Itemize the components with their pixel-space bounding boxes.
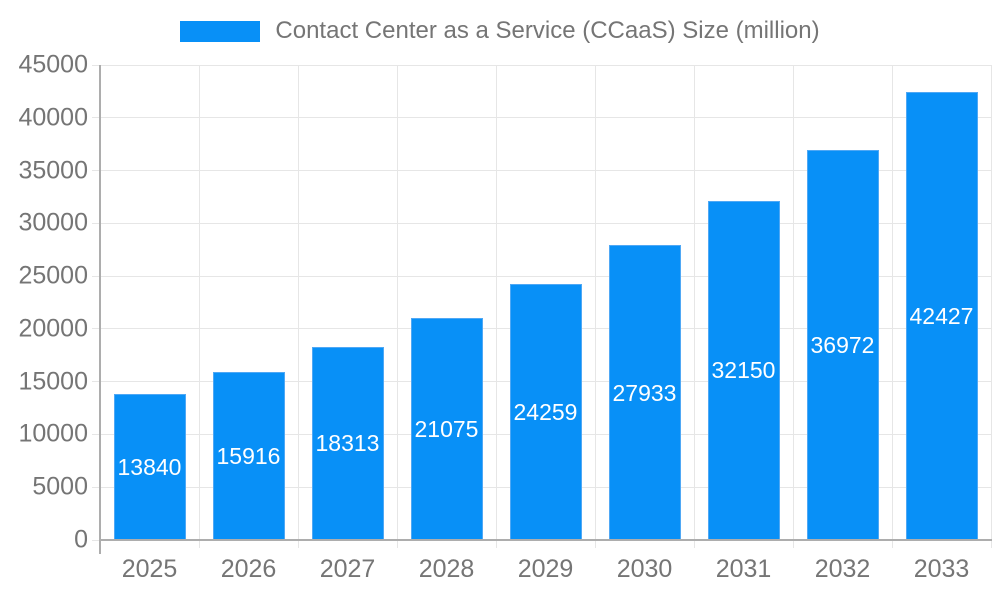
y-axis-tick-label: 5000 xyxy=(32,472,88,501)
x-gridline xyxy=(594,65,596,548)
legend-swatch xyxy=(180,20,261,42)
bar-value-label: 13840 xyxy=(117,453,182,480)
x-axis-tick-label: 2026 xyxy=(220,555,277,583)
y-axis-tick xyxy=(92,381,100,383)
y-axis-line xyxy=(99,65,101,554)
x-gridline xyxy=(396,65,398,548)
y-gridline xyxy=(100,64,991,66)
x-gridline xyxy=(198,65,200,548)
y-axis-tick-label: 30000 xyxy=(18,208,88,237)
bar-value-label: 32150 xyxy=(711,357,776,384)
y-gridline xyxy=(100,275,991,277)
x-gridline xyxy=(495,65,497,548)
y-axis-tick xyxy=(92,539,100,541)
y-axis-tick-label: 15000 xyxy=(18,367,88,396)
y-axis-tick xyxy=(92,64,100,66)
x-axis-tick-label: 2030 xyxy=(616,555,673,583)
x-gridline xyxy=(297,65,299,548)
bar-2027: 18313 xyxy=(311,346,384,540)
y-gridline xyxy=(100,222,991,224)
legend[interactable]: Contact Center as a Service (CCaaS) Size… xyxy=(0,14,1000,48)
y-axis-tick-label: 40000 xyxy=(18,103,88,132)
bar-value-label: 15916 xyxy=(216,443,281,469)
y-axis-tick xyxy=(92,170,100,172)
bar-value-label: 18313 xyxy=(315,430,380,457)
x-gridline xyxy=(891,65,893,548)
x-gridline xyxy=(693,65,695,548)
bar-2026: 15916 xyxy=(212,372,285,540)
x-axis-tick-label: 2027 xyxy=(319,555,376,583)
plot-area: 0 5000 10000 15000 20000 25000 30000 35000 40000… xyxy=(18,51,992,583)
bar-2031: 32150 xyxy=(707,200,780,540)
x-gridline xyxy=(990,65,992,548)
x-axis-baseline xyxy=(99,539,992,541)
y-axis-tick xyxy=(92,117,100,119)
bar-value-label: 27933 xyxy=(612,379,677,406)
y-axis-tick-label: 35000 xyxy=(18,156,88,185)
y-axis-tick-label: 25000 xyxy=(18,261,88,290)
bar-value-label: 36972 xyxy=(810,331,875,358)
y-axis-tick-label: 0 xyxy=(74,525,88,554)
x-axis-tick-label: 2033 xyxy=(913,555,970,583)
bar-2028: 21075 xyxy=(410,317,483,540)
y-axis-tick-label: 20000 xyxy=(18,314,88,343)
y-axis-tick-label: 45000 xyxy=(18,50,88,79)
y-axis-tick-label: 10000 xyxy=(18,419,88,448)
bar-value-label: 21075 xyxy=(414,415,479,442)
x-axis-tick-label: 2028 xyxy=(418,555,475,583)
bar-2025: 13840 xyxy=(113,393,186,540)
y-axis-tick xyxy=(92,486,100,488)
x-axis-tick-label: 2032 xyxy=(814,555,871,583)
bar-value-label: 24259 xyxy=(513,398,578,425)
x-axis-tick-label: 2025 xyxy=(121,555,178,583)
y-gridline xyxy=(100,170,991,172)
bar-2032: 36972 xyxy=(806,149,879,540)
x-axis-tick-label: 2029 xyxy=(517,555,574,583)
y-axis-tick xyxy=(92,275,100,277)
y-gridline xyxy=(100,117,991,119)
legend-label: Contact Center as a Service (CCaaS) Size… xyxy=(275,17,820,44)
y-axis-tick xyxy=(92,222,100,224)
bar-2030: 27933 xyxy=(608,245,681,540)
y-axis-tick xyxy=(92,433,100,435)
bar-2029: 24259 xyxy=(509,283,582,540)
y-axis-tick xyxy=(92,328,100,330)
x-gridline xyxy=(792,65,794,548)
bar-value-label: 42427 xyxy=(909,303,974,330)
x-axis-tick-label: 2031 xyxy=(715,555,772,583)
bar-2033: 42427 xyxy=(905,92,978,540)
